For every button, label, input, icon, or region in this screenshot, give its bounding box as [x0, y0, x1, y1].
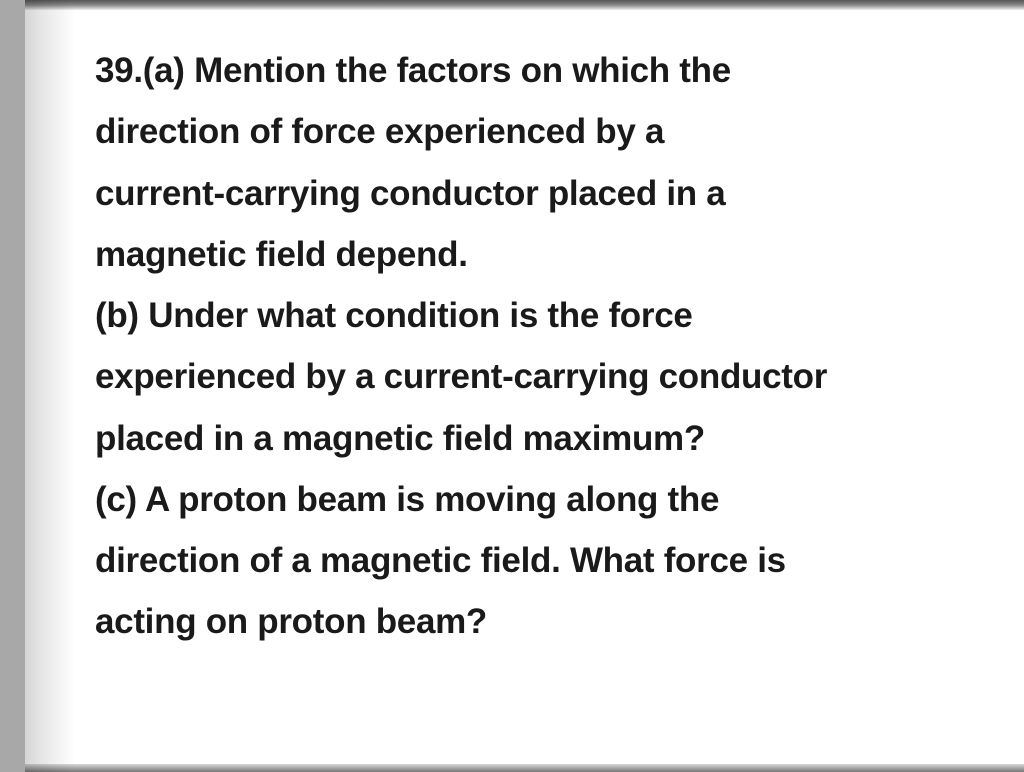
- part-a-line3: current-carrying conductor placed in a: [95, 174, 725, 213]
- question-number: 39.: [95, 51, 143, 90]
- page-bottom-edge: [0, 764, 1024, 772]
- part-c-line1: A proton beam is moving along the: [145, 480, 719, 519]
- part-a-line4: magnetic field depend.: [95, 235, 468, 274]
- part-a-label: (a): [143, 51, 185, 90]
- part-b-line1: Under what condition is the force: [148, 296, 692, 335]
- part-b-line3: placed in a magnetic field maximum?: [95, 419, 705, 458]
- part-c-line2: direction of a magnetic field. What forc…: [95, 541, 786, 580]
- part-b-line2: experienced by a current-carrying conduc…: [95, 357, 827, 396]
- part-b-label: (b): [95, 296, 139, 335]
- question-text-block: 39.(a) Mention the factors on which the …: [95, 40, 964, 653]
- part-c-label: (c): [95, 480, 137, 519]
- question-content: 39.(a) Mention the factors on which the …: [0, 0, 1024, 693]
- part-a-line2: direction of force experienced by a: [95, 112, 664, 151]
- part-c-line3: acting on proton beam?: [95, 602, 487, 641]
- part-a-line1: Mention the factors on which the: [194, 51, 731, 90]
